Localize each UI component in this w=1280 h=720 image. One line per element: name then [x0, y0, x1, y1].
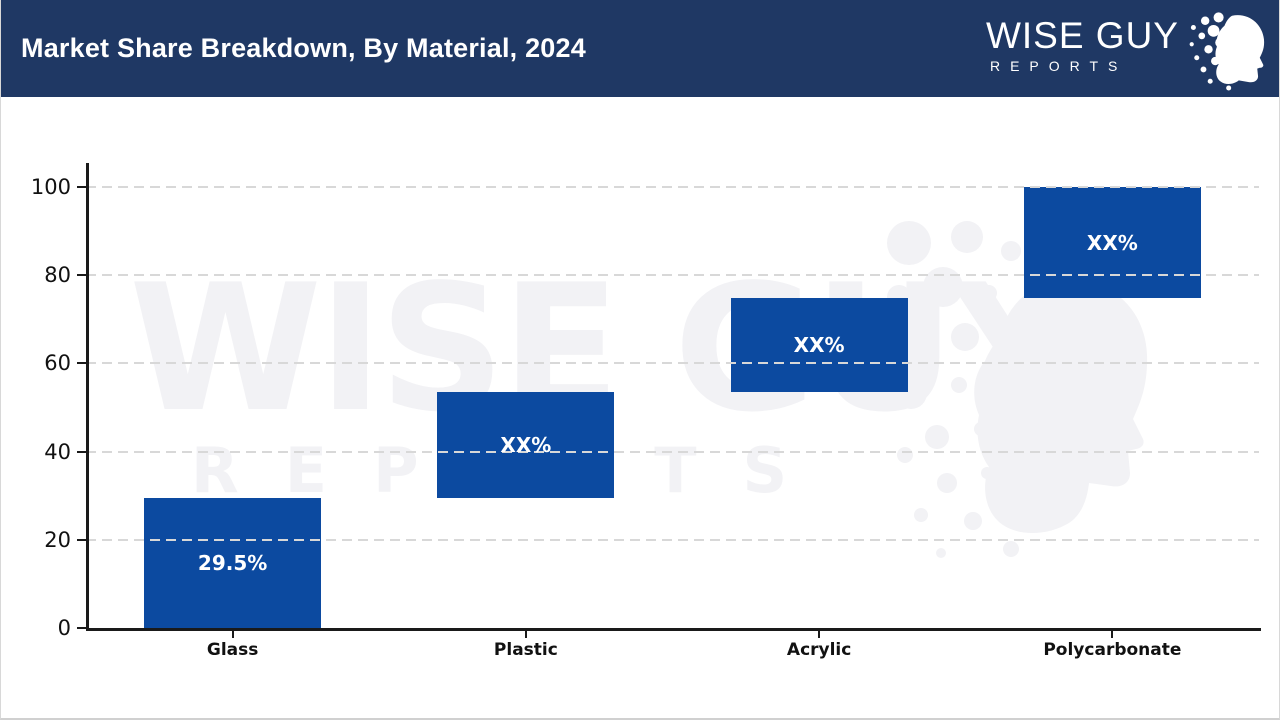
bar-value-label: XX% [1086, 230, 1138, 255]
y-axis-tick [77, 186, 86, 188]
x-category-label: Plastic [493, 640, 558, 660]
y-tick-label: 60 [44, 351, 71, 376]
bar [730, 298, 908, 393]
y-tick-label: 20 [44, 527, 71, 552]
bar-value-label: XX% [793, 333, 845, 358]
x-axis-tick [1111, 630, 1114, 638]
y-gridline [86, 186, 1259, 188]
y-tick-label: 40 [44, 439, 71, 464]
y-axis-tick [77, 450, 86, 453]
brand-logo: WISE GUY REPORTS [986, 7, 1269, 91]
bar [437, 392, 615, 498]
x-axis-tick [818, 630, 821, 638]
brand-logo-head-icon [1189, 12, 1265, 91]
y-gridline [86, 274, 1259, 277]
y-tick-label: 100 [30, 175, 71, 199]
bar [1023, 187, 1201, 299]
x-category-label: Acrylic [786, 640, 852, 660]
y-tick-label: 0 [57, 616, 71, 640]
y-gridline [86, 362, 1259, 365]
y-tick-label: 80 [44, 263, 71, 288]
x-category-label: Glass [206, 640, 259, 660]
page-title: Market Share Breakdown, By Material, 202… [21, 33, 586, 63]
bar [144, 497, 322, 628]
header-banner: Market Share Breakdown, By Material, 202… [1, 0, 1279, 97]
brand-logo-text: WISE GUY REPORTS [985, 15, 1179, 74]
y-gridline [86, 538, 1259, 541]
y-axis-tick [77, 538, 86, 541]
y-axis-line [86, 163, 89, 631]
y-axis-tick [77, 627, 86, 629]
bar-value-label: XX% [500, 432, 552, 457]
x-axis-tick [524, 630, 527, 638]
x-axis-tick [231, 630, 234, 638]
bar-value-label: 29.5% [197, 550, 268, 575]
y-axis-tick [77, 362, 86, 365]
x-category-label: Polycarbonate [1043, 640, 1182, 660]
brand-logo-subtext: REPORTS [989, 57, 1128, 74]
y-gridline [86, 450, 1259, 453]
brand-logo-wordmark: WISE GUY [985, 15, 1179, 56]
x-axis-line [86, 628, 1261, 631]
y-axis-tick [77, 274, 86, 277]
